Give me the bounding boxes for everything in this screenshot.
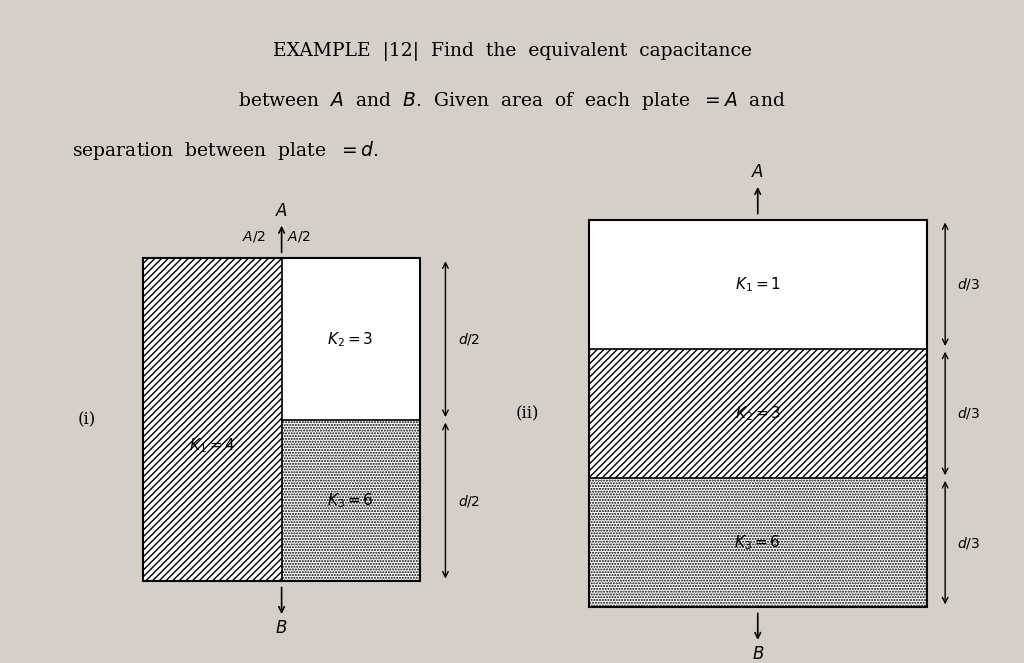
Text: $B$: $B$ <box>275 620 288 637</box>
Bar <box>282 420 420 581</box>
Text: separation  between  plate  $= d$.: separation between plate $= d$. <box>72 139 378 162</box>
Text: $d/3$: $d/3$ <box>957 406 981 422</box>
Text: $d/3$: $d/3$ <box>957 534 981 551</box>
Bar <box>589 478 927 607</box>
Text: $K_2 = 3$: $K_2 = 3$ <box>328 330 374 349</box>
Text: $A$: $A$ <box>752 164 764 181</box>
Bar <box>589 219 927 349</box>
Bar <box>282 259 420 420</box>
Bar <box>143 259 420 581</box>
Text: $B$: $B$ <box>752 646 764 663</box>
Bar <box>143 259 282 581</box>
Bar <box>589 349 927 478</box>
Bar <box>589 478 927 607</box>
Text: $d/2$: $d/2$ <box>458 493 480 509</box>
Bar <box>282 259 420 420</box>
Text: EXAMPLE  |12|  Find  the  equivalent  capacitance: EXAMPLE |12| Find the equivalent capacit… <box>272 42 752 61</box>
Text: $A$: $A$ <box>275 203 288 219</box>
Text: $d/3$: $d/3$ <box>957 276 981 292</box>
Text: between  $A$  and  $B$.  Given  area  of  each  plate  $=A$  and: between $A$ and $B$. Given area of each … <box>239 90 785 113</box>
Bar <box>589 349 927 478</box>
Text: $K_1 = 4$: $K_1 = 4$ <box>189 436 236 455</box>
Text: $K_3 = 6$: $K_3 = 6$ <box>734 533 781 552</box>
Bar <box>143 259 282 581</box>
Bar <box>282 420 420 581</box>
Text: $K_3 = 6$: $K_3 = 6$ <box>328 491 374 510</box>
Text: $d/2$: $d/2$ <box>458 331 480 347</box>
Text: $A/2$: $A/2$ <box>243 229 266 244</box>
Text: $A/2$: $A/2$ <box>287 229 310 244</box>
Bar <box>589 219 927 349</box>
Text: (i): (i) <box>78 412 96 428</box>
Text: $K_1 = 1$: $K_1 = 1$ <box>734 275 781 294</box>
Text: (ii): (ii) <box>516 405 539 422</box>
Text: $K_2 = 3$: $K_2 = 3$ <box>734 404 781 423</box>
Bar <box>589 219 927 607</box>
